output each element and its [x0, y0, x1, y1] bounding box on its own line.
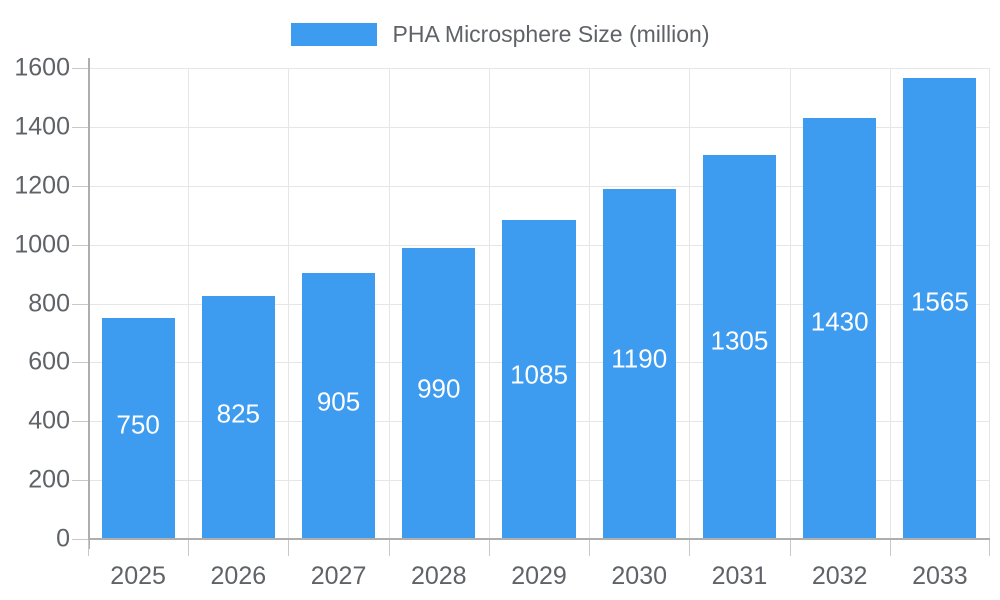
gridline-horizontal [88, 68, 990, 69]
bar-value-label: 990 [417, 373, 461, 404]
bar[interactable] [702, 154, 777, 539]
y-axis-tick-mark [72, 68, 88, 69]
x-axis-tick-mark [989, 540, 990, 556]
bar[interactable] [903, 78, 977, 539]
y-axis-tick-label: 1400 [14, 112, 70, 141]
x-axis-tick-mark [88, 540, 89, 556]
legend-swatch-pha-microsphere-size[interactable] [290, 22, 377, 46]
legend-label-pha-microsphere-size: PHA Microsphere Size (million) [392, 20, 710, 47]
x-axis-spine [88, 538, 990, 540]
x-axis-tick-mark [488, 540, 490, 556]
bar-value-label: 1190 [611, 343, 668, 374]
bar-value-label: 750 [116, 409, 160, 440]
gridline-horizontal [88, 185, 990, 187]
y-axis-tick-label: 0 [56, 524, 70, 553]
x-axis-tick-mark [188, 540, 190, 556]
x-axis-tick-label: 2025 [110, 562, 166, 590]
x-axis-tick-mark [689, 540, 691, 556]
y-axis-tick-mark [72, 185, 88, 187]
bar[interactable] [101, 318, 175, 539]
gridline-vertical [288, 68, 290, 539]
x-axis-tick-label: 2028 [410, 562, 467, 590]
y-axis-tick-label: 800 [28, 289, 70, 317]
x-axis-tick-mark [288, 540, 290, 556]
x-axis-tick-label: 2031 [711, 562, 768, 590]
gridline-vertical [689, 68, 691, 539]
plot-area: 750 825 905 990 1085 1190 1305 1430 1565 [88, 68, 990, 540]
x-axis-tick-label: 2032 [811, 562, 868, 590]
gridline-vertical [488, 68, 490, 539]
gridline-vertical [188, 68, 190, 539]
bar-value-label: 1085 [510, 359, 568, 389]
x-axis-tick-mark [789, 540, 791, 556]
gridline-vertical [989, 68, 990, 539]
bar[interactable] [803, 118, 877, 539]
x-axis-tick-label: 2033 [912, 562, 968, 590]
bar[interactable] [402, 247, 476, 539]
y-axis-tick-label: 400 [28, 406, 70, 435]
x-axis-tick-mark [589, 540, 591, 556]
bar[interactable] [301, 272, 376, 539]
y-axis-tick-label: 600 [28, 347, 70, 376]
gridline-vertical [388, 68, 390, 539]
bar[interactable] [502, 219, 576, 539]
x-axis-tick-label: 2030 [611, 562, 668, 590]
y-axis-spine [88, 58, 90, 549]
y-axis-tick-mark [72, 539, 88, 540]
chart-legend: PHA Microsphere Size (million) [0, 14, 1000, 54]
gridline-vertical [789, 68, 791, 539]
y-axis-tick-mark [72, 303, 88, 305]
bar[interactable] [201, 296, 275, 539]
x-axis-tick-label: 2026 [210, 562, 267, 590]
y-axis-tick-mark [72, 480, 88, 482]
y-axis-tick-mark [72, 421, 88, 423]
y-axis-tick-label: 1600 [14, 53, 70, 82]
y-axis-tick-label: 200 [28, 465, 70, 494]
y-axis-tick-mark [72, 244, 88, 246]
bar-value-label: 825 [216, 398, 261, 429]
y-axis-tick-mark [72, 362, 88, 364]
y-axis-tick-mark [72, 126, 88, 128]
x-axis-tick-label: 2027 [310, 562, 367, 590]
y-axis-tick-label: 1000 [14, 230, 70, 259]
bar-value-label: 905 [316, 386, 361, 417]
gridline-horizontal [88, 126, 990, 128]
gridline-vertical [589, 68, 591, 539]
bar[interactable] [602, 188, 676, 539]
x-axis-tick-mark [889, 540, 891, 556]
x-axis-tick-mark [388, 540, 390, 556]
x-axis-tick-label: 2029 [511, 562, 567, 590]
bar-value-label: 1565 [910, 286, 969, 317]
bar-value-label: 1305 [710, 325, 769, 356]
bar-value-label: 1430 [810, 306, 869, 337]
y-axis: 0 200 400 600 800 1000 1200 1400 1600 [0, 0, 88, 600]
gridline-vertical [889, 68, 891, 539]
y-axis-tick-label: 1200 [14, 171, 70, 200]
